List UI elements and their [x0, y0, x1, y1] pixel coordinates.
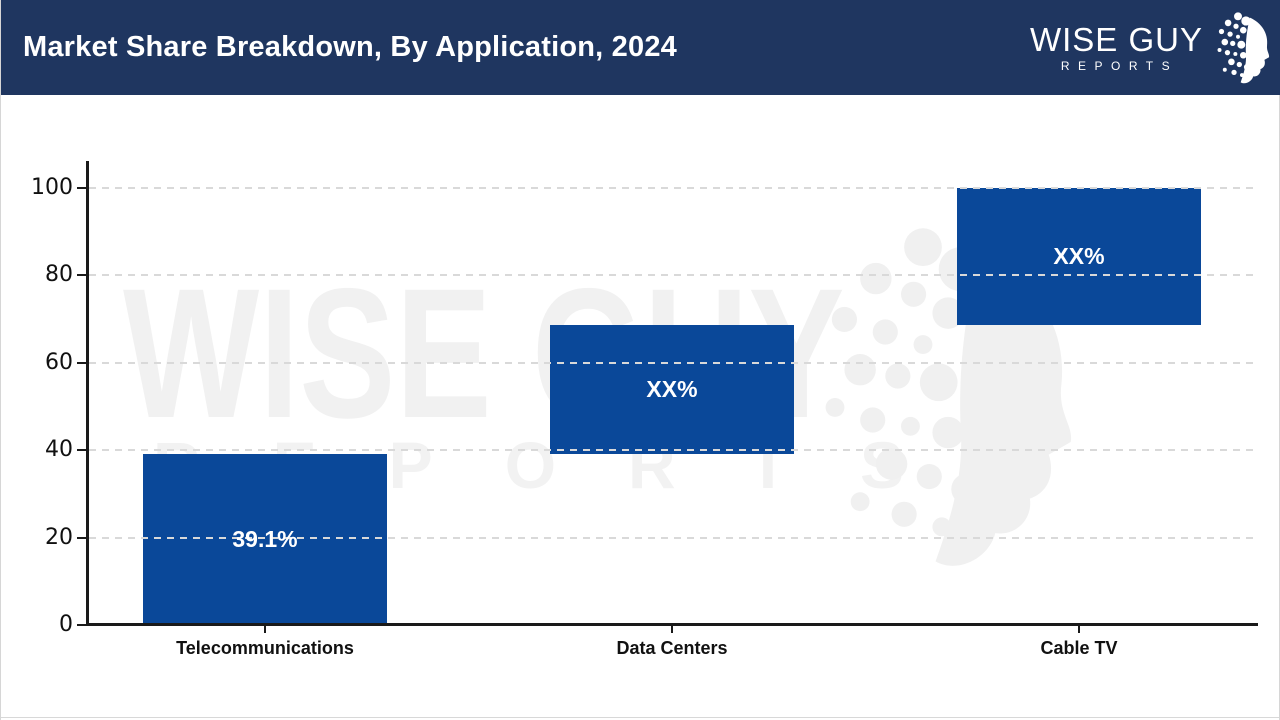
y-axis-tick-mark	[77, 536, 86, 539]
y-axis-tick-label: 60	[45, 349, 73, 375]
gridline-40	[89, 449, 1257, 451]
gridline-80	[89, 274, 1257, 276]
logo-text-sub: REPORTS	[1060, 59, 1179, 73]
gridline-100	[89, 186, 1257, 189]
bar-value-label: XX%	[1053, 243, 1105, 270]
y-axis-tick-mark	[77, 274, 86, 276]
wise-guy-reports-logo: WISE GUY REPORTS	[1030, 6, 1271, 90]
logo-face-icon	[1217, 11, 1270, 83]
logo-text-main: WISE GUY	[1029, 21, 1203, 58]
x-axis-category-label: Telecommunications	[176, 638, 354, 658]
x-axis-category-label: Cable TV	[1040, 638, 1118, 658]
y-axis-tick-label: 100	[31, 174, 73, 200]
bar-data-centers	[550, 324, 794, 454]
gridline-60	[89, 361, 1257, 364]
y-axis-tick-mark	[77, 361, 86, 364]
bar-telecommunications	[143, 453, 387, 625]
logo-text: WISE GUY REPORTS	[1030, 23, 1203, 72]
y-axis-tick-label: 0	[59, 612, 73, 637]
x-axis-tick-mark	[671, 626, 673, 633]
bar-value-label: 39.1%	[232, 526, 298, 553]
y-axis-tick-mark	[77, 186, 86, 189]
x-axis-line	[86, 623, 1258, 626]
bar-cable-tv	[957, 187, 1201, 325]
y-axis-tick-label: 20	[45, 524, 73, 550]
bar-value-label: XX%	[646, 376, 698, 403]
y-axis-tick-label: 80	[45, 262, 73, 287]
x-axis-tick-mark	[264, 626, 266, 633]
gridline-20	[89, 536, 1257, 539]
y-axis-line	[86, 161, 89, 626]
x-axis-category-label: Data Centers	[616, 638, 728, 658]
page-title: Market Share Breakdown, By Application, …	[23, 31, 677, 63]
y-axis-tick-mark	[77, 449, 86, 451]
y-axis-tick-label: 40	[45, 437, 73, 462]
y-axis-tick-mark	[77, 624, 86, 626]
header-bar: Market Share Breakdown, By Application, …	[1, 0, 1280, 95]
x-axis-tick-mark	[1078, 626, 1080, 633]
